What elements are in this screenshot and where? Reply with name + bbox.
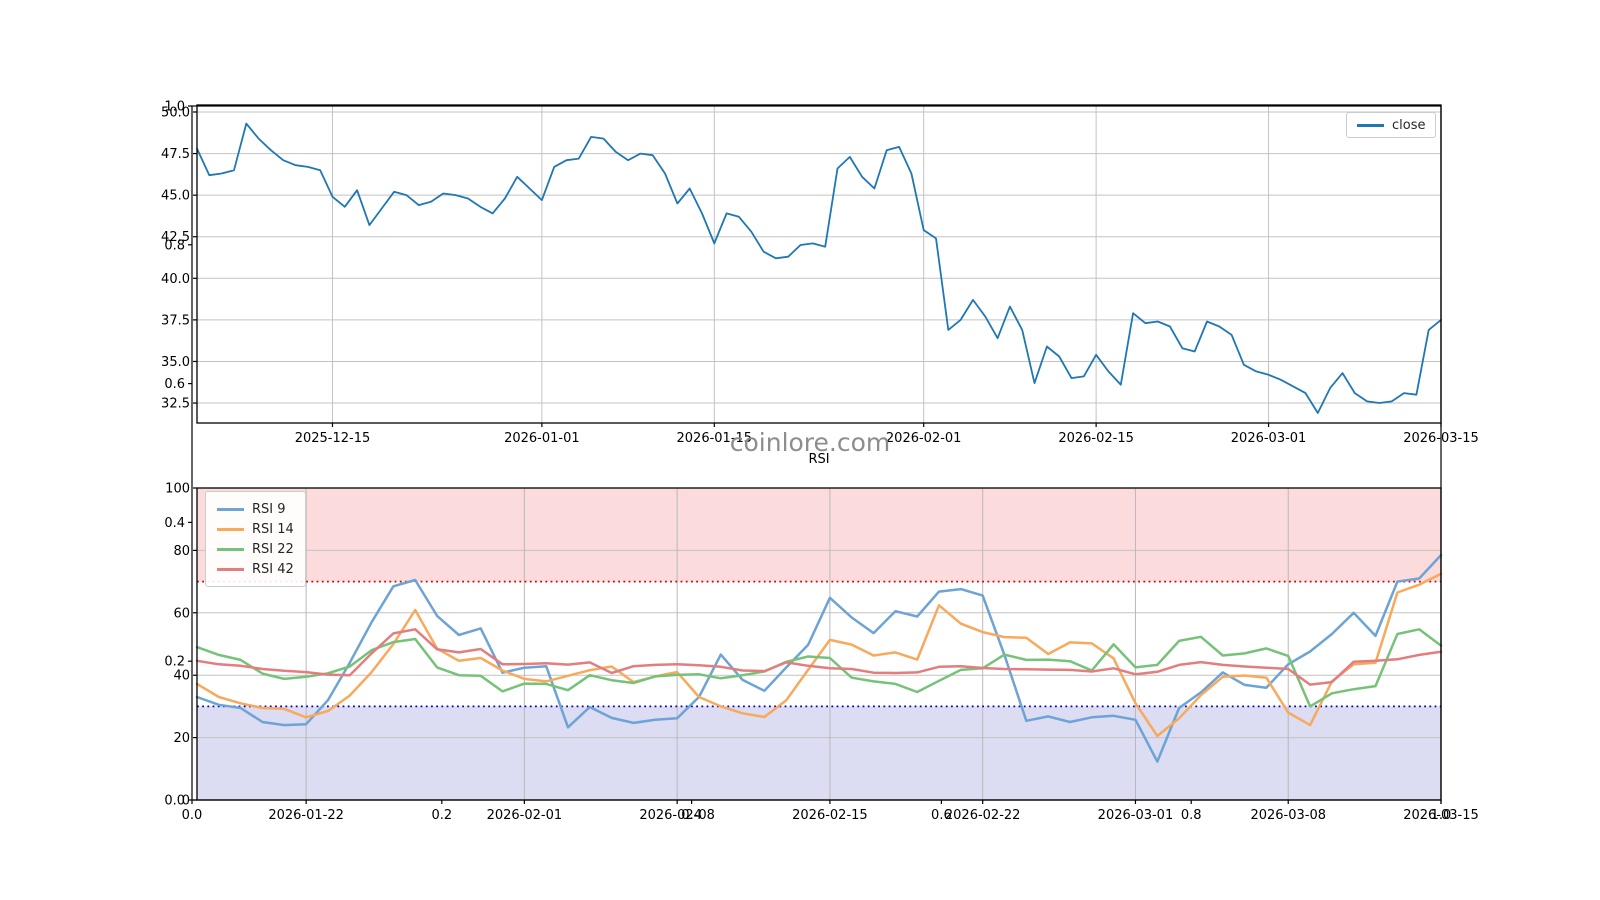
close-line-swatch [1357,123,1384,127]
series-rsi-42 [195,628,1443,686]
legend-item-close: close [1357,115,1425,135]
legend-item-rsi-42: RSI 42 [217,559,294,579]
overlay-x-tick-label: 0.2 [431,808,452,823]
overlay-y-tick-label: 0.8 [164,238,185,253]
overlay-x-tick-label: 0.4 [681,808,702,823]
y-tick-label: 0 [182,794,190,809]
y-tick-label: 35.0 [161,355,190,370]
x-tick-label: 2026-03-01 [1098,808,1174,823]
overbought-band [197,488,1441,582]
overlay-y-tick-label: 0.6 [164,377,185,392]
watermark: coinlore.com [729,428,891,457]
x-tick-label: 2026-03-15 [1403,808,1479,823]
x-tick-label: 2026-03-08 [1250,808,1326,823]
series-rsi-9 [195,553,1443,763]
y-tick-label: 60 [173,606,190,621]
legend-label: RSI 22 [252,541,294,557]
legend-swatch [217,507,244,511]
legend-swatch [217,547,244,551]
series-rsi-22 [195,628,1443,708]
y-tick-label: 20 [173,731,190,746]
x-tick-label: 2026-03-15 [1403,431,1479,446]
legend-swatch [217,527,244,531]
x-tick-label: 2026-01-22 [268,808,344,823]
y-tick-label: 32.5 [161,397,190,412]
legend-label: RSI 9 [252,501,286,517]
x-tick-label: 2026-02-22 [945,808,1021,823]
x-tick-label: 2026-02-01 [487,808,563,823]
legend-item-rsi-22: RSI 22 [217,539,294,559]
legend-label: RSI 14 [252,521,294,537]
legend-item-rsi-9: RSI 9 [217,499,294,519]
y-tick-label: 50.0 [161,105,190,120]
y-tick-label: 47.5 [161,147,190,162]
y-tick-label: 37.5 [161,313,190,328]
oversold-band [197,706,1441,800]
y-tick-label: 42.5 [161,230,190,245]
overlay-x-tick-label: 1.0 [1431,808,1452,823]
overlay-y-tick-label: 1.0 [164,100,185,115]
overlay-x-tick-label: 0.6 [931,808,952,823]
series-close [196,122,1442,414]
legend-label: RSI 42 [252,561,294,577]
series-rsi-14 [195,572,1443,738]
rsi-chart-title: RSI [808,452,830,467]
y-tick-label: 45.0 [161,189,190,204]
overlay-y-tick-label: 0.0 [164,794,185,809]
legend-swatch [217,567,244,571]
x-tick-label: 2026-02-15 [1058,431,1134,446]
x-tick-label: 2026-03-01 [1231,431,1307,446]
y-tick-label: 40 [173,669,190,684]
x-tick-label: 2026-02-15 [792,808,868,823]
x-tick-label: 2025-12-15 [295,431,371,446]
overlay-y-tick-label: 0.2 [164,655,185,670]
overlay-x-tick-label: 0.8 [1181,808,1202,823]
y-tick-label: 80 [173,544,190,559]
x-tick-label: 2026-01-15 [677,431,753,446]
close-axes-frame [196,104,1442,424]
close-legend: close [1346,112,1437,138]
y-tick-label: 40.0 [161,272,190,287]
overlay-x-tick-label: 0.0 [182,808,203,823]
rsi-legend: RSI 9 RSI 14 RSI 22 RSI 42 [205,491,306,587]
overlay-y-tick-label: 0.4 [164,516,185,531]
legend-item-rsi-14: RSI 14 [217,519,294,539]
close-legend-label: close [1392,117,1426,133]
x-tick-label: 2026-01-01 [504,431,580,446]
x-tick-label: 2026-02-01 [886,431,962,446]
rsi-axes-frame [196,487,1442,801]
y-tick-label: 100 [165,482,190,497]
x-tick-label: 2026-02-08 [639,808,715,823]
